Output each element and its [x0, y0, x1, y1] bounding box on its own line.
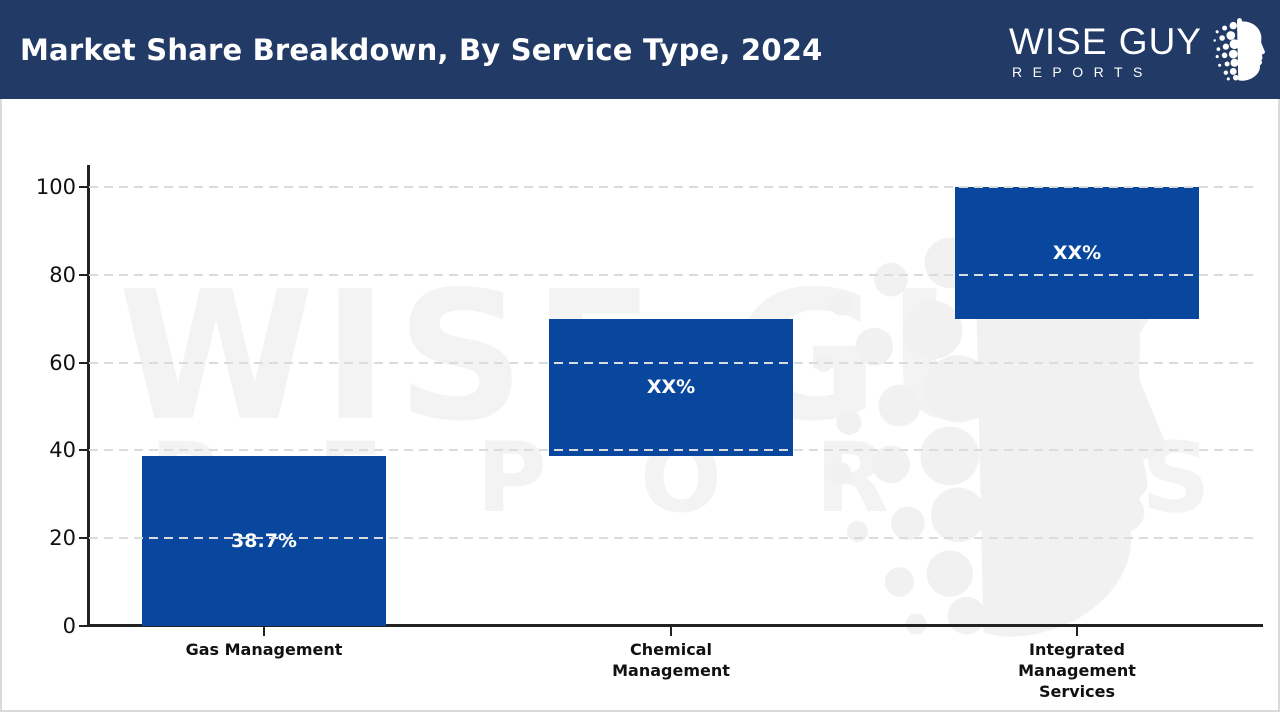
category-label-line: Services — [1038, 682, 1116, 701]
y-tick-mark-40 — [79, 449, 87, 452]
logo-face-icon — [1213, 18, 1265, 81]
y-tick-label-40: 40 — [49, 438, 76, 463]
y-tick-mark-80 — [79, 273, 87, 276]
gridline-40 — [89, 449, 1255, 452]
y-tick-mark-20 — [79, 537, 87, 540]
gridline-100 — [89, 186, 1255, 188]
x-axis-line — [87, 624, 1263, 627]
y-tick-label-100: 100 — [35, 175, 76, 199]
bar-gas-management: 38.7% — [142, 456, 386, 626]
chart-title: Market Share Breakdown, By Service Type,… — [20, 33, 823, 67]
x-tick-mark-gas-management — [263, 627, 265, 636]
logo-text: WISE GUY REPORTS — [1009, 23, 1202, 80]
category-label-gas-management: Gas Management — [134, 639, 394, 660]
gridline-60 — [89, 361, 1255, 364]
category-label-integrated-management-services: Integrated Management Services — [947, 639, 1207, 702]
category-label-line: Gas Management — [185, 640, 343, 659]
bar-value-label-gas-management: 38.7% — [231, 530, 297, 553]
category-label-line: Chemical — [630, 640, 712, 659]
y-tick-mark-60 — [79, 361, 87, 364]
y-tick-mark-100 — [79, 186, 87, 188]
y-tick-label-0: 0 — [62, 614, 76, 638]
wise-guy-reports-logo: WISE GUY REPORTS — [1009, 8, 1268, 94]
y-tick-mark-0 — [79, 625, 87, 627]
x-tick-mark-integrated-management-services — [1076, 627, 1078, 636]
y-axis-line — [87, 165, 90, 627]
y-tick-label-20: 20 — [49, 526, 76, 551]
category-label-chemical-management: Chemical Management — [541, 639, 801, 681]
bar-integrated-management-services: XX% — [955, 187, 1199, 319]
category-label-line: Integrated — [1029, 640, 1125, 659]
gridline-20 — [89, 537, 1255, 540]
bar-value-label-chemical-management: XX% — [646, 376, 696, 399]
category-label-line: Management — [612, 661, 730, 680]
bar-chemical-management: XX% — [549, 318, 793, 457]
x-tick-mark-chemical-management — [670, 627, 672, 636]
logo-tagline-text: REPORTS — [1011, 63, 1153, 80]
y-tick-label-60: 60 — [49, 350, 76, 375]
bar-value-label-integrated-management-services: XX% — [1052, 241, 1102, 264]
category-label-line: Management — [1018, 661, 1136, 680]
title-bar: Market Share Breakdown, By Service Type,… — [0, 0, 1280, 99]
logo-brand-text: WISE GUY — [1008, 20, 1202, 62]
y-tick-label-80: 80 — [49, 262, 76, 287]
gridline-80 — [89, 273, 1255, 276]
